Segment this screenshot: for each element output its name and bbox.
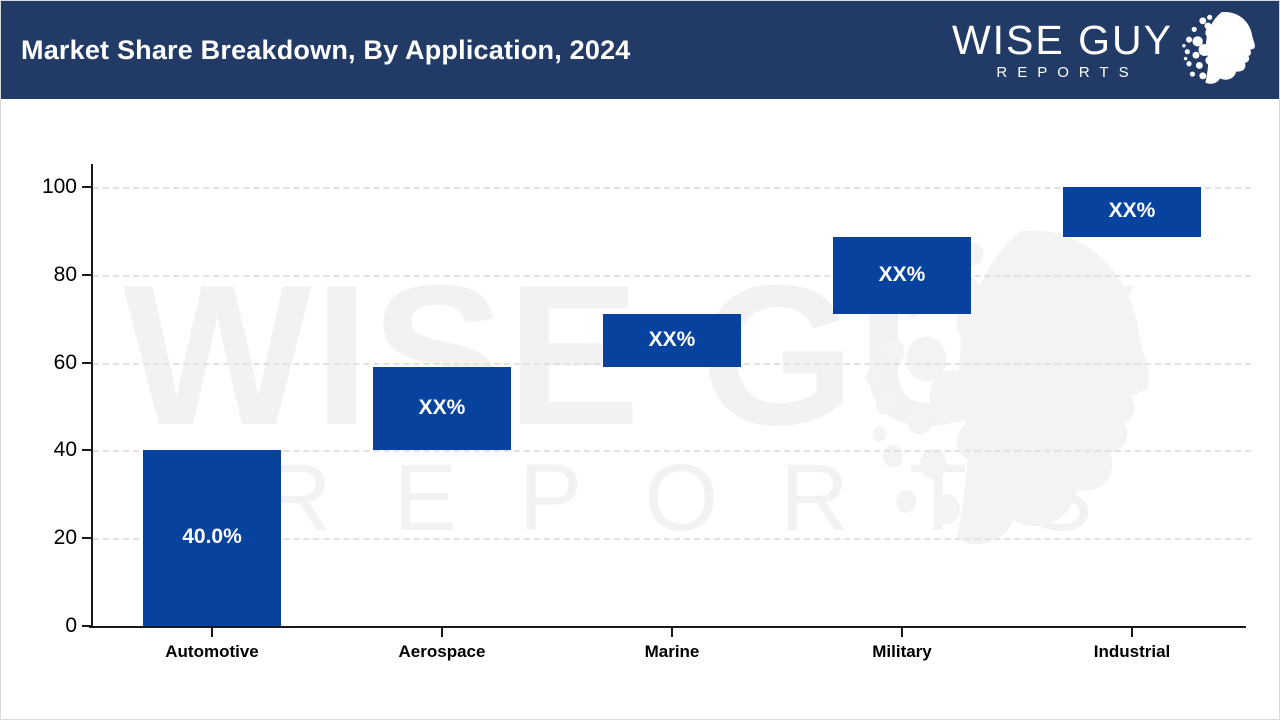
y-tick-label-20: 20 — [53, 526, 77, 550]
x-axis-spine — [89, 626, 1246, 628]
bar-aerospace — [373, 366, 511, 451]
bar-value-label-industrial: XX% — [1108, 199, 1156, 223]
gridline-y-40 — [93, 450, 1251, 453]
logo-text: WISE GUY REPORTS — [951, 17, 1173, 81]
bar-value-label-aerospace: XX% — [418, 395, 466, 419]
y-tick-mark-0 — [82, 625, 91, 627]
logo-wordmark: WISE GUY — [951, 17, 1173, 63]
gridline-y-20 — [93, 538, 1251, 541]
y-tick-mark-40 — [82, 449, 91, 452]
waterfall-chart: WISE GUY REPORTS 0 20 40 60 80 100 40.0% Automo… — [1, 99, 1279, 719]
y-tick-label-80: 80 — [53, 262, 77, 286]
bar-value-label-automotive: 40.0% — [182, 525, 242, 549]
y-tick-label-0: 0 — [65, 614, 77, 637]
y-tick-label-100: 100 — [41, 175, 77, 198]
x-tick-mark-automotive — [211, 628, 213, 637]
logo-head-icon — [1182, 11, 1255, 84]
x-tick-mark-aerospace — [441, 628, 443, 637]
x-tick-label-military: Military — [872, 642, 932, 661]
gridline-y-80 — [93, 274, 1251, 277]
bar-industrial — [1063, 187, 1201, 238]
x-tick-mark-industrial — [1131, 628, 1133, 637]
y-tick-label-40: 40 — [53, 438, 77, 462]
y-tick-mark-60 — [82, 361, 91, 364]
y-tick-mark-80 — [82, 273, 91, 276]
logo-subtitle: REPORTS — [996, 64, 1139, 81]
watermark-subtitle: REPORTS — [263, 445, 1155, 551]
x-tick-label-marine: Marine — [644, 642, 700, 661]
y-axis-spine — [91, 164, 93, 628]
x-tick-label-automotive: Automotive — [165, 642, 259, 661]
x-tick-mark-military — [901, 628, 903, 637]
y-tick-mark-100 — [82, 186, 91, 188]
x-tick-mark-marine — [671, 628, 673, 637]
gridline-y-100 — [93, 187, 1251, 189]
bar-marine — [603, 314, 741, 367]
x-tick-label-industrial: Industrial — [1093, 642, 1171, 661]
bar-automotive — [143, 450, 281, 626]
wise-guy-reports-logo: WISE GUY REPORTS — [952, 7, 1279, 93]
x-tick-label-aerospace: Aerospace — [398, 642, 486, 661]
y-tick-mark-20 — [82, 537, 91, 540]
y-tick-label-60: 60 — [53, 350, 77, 374]
bar-value-label-marine: XX% — [648, 327, 696, 351]
bar-value-label-military: XX% — [878, 262, 926, 286]
header-bar: Market Share Breakdown, By Application, … — [1, 1, 1279, 99]
page-title: Market Share Breakdown, By Application, … — [21, 34, 631, 65]
